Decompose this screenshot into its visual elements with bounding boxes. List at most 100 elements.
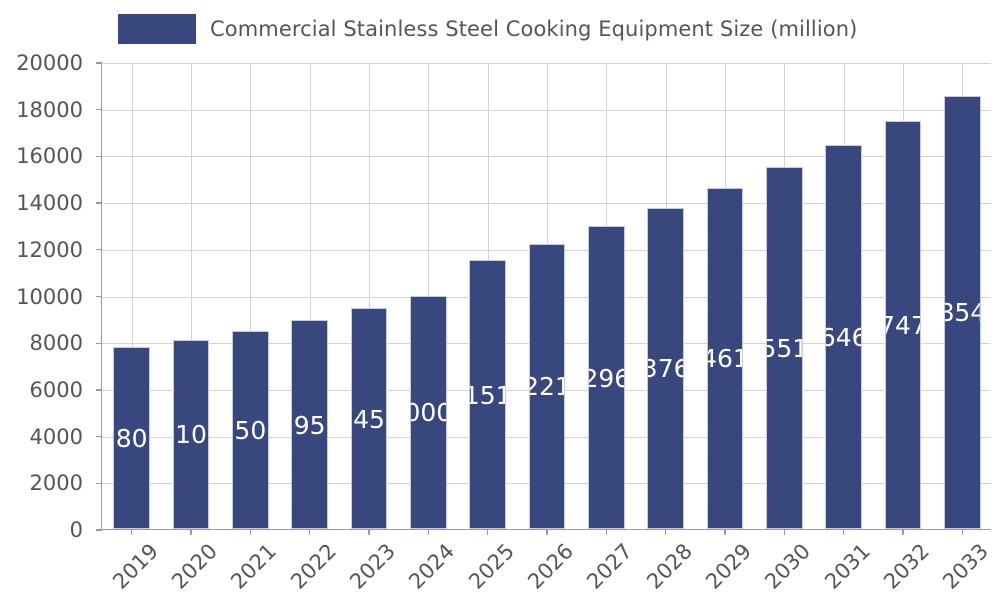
plot-area: 0 2000 4000 6000 8000 10000 12000 14000 16000 180… <box>16 51 993 594</box>
x-tick-mark <box>902 529 904 535</box>
x-tick-label: 2030 <box>760 539 816 594</box>
bar-slot: 8100 <box>172 63 210 529</box>
x-tick-label: 2026 <box>523 539 578 594</box>
x-tick-label: 2024 <box>404 539 460 594</box>
y-tick-label: 18000 <box>16 97 83 122</box>
y-tick-mark <box>96 62 102 64</box>
bar-slot: 14610 <box>706 63 744 529</box>
x-tick-mark <box>783 529 786 535</box>
y-tick-label: 10000 <box>16 284 83 309</box>
bar-slot: 11510 <box>469 63 507 529</box>
y-tick-mark <box>96 435 102 438</box>
y-tick-mark <box>96 529 102 531</box>
bar[interactable]: 8100 <box>172 339 210 529</box>
bar[interactable]: 14610 <box>706 187 744 529</box>
gridline-vertical <box>131 63 133 529</box>
bar[interactable]: 12215 <box>528 243 566 529</box>
x-tick-label: 2023 <box>345 539 400 594</box>
bar[interactable]: 8500 <box>231 330 269 529</box>
bar-value-label: 17470 <box>886 311 921 341</box>
bar[interactable]: 13765 <box>647 207 685 529</box>
bar-slot: 12215 <box>528 63 566 529</box>
x-tick-label: 2027 <box>582 539 638 594</box>
bar-value-label: 7800 <box>114 423 149 453</box>
gridline-horizontal <box>102 63 991 64</box>
bar-slot: 8500 <box>231 63 269 529</box>
bar-value-label: 8500 <box>233 415 268 445</box>
bar-value-label: 10000 <box>411 398 446 428</box>
bar[interactable]: 18545 <box>943 95 981 529</box>
x-tick-label: 2031 <box>819 539 875 594</box>
y-tick-label: 2000 <box>29 471 83 496</box>
bar-slot: 13765 <box>647 63 685 529</box>
legend-color-swatch <box>118 14 196 44</box>
y-tick-label: 6000 <box>29 377 83 402</box>
chart-legend: Commercial Stainless Steel Cooking Equip… <box>118 12 857 46</box>
y-tick-mark <box>96 155 102 158</box>
y-tick-label: 8000 <box>29 331 83 356</box>
x-tick-mark <box>190 529 192 535</box>
x-tick-mark <box>130 529 133 535</box>
y-tick-mark <box>96 202 102 204</box>
x-tick-mark <box>724 529 726 535</box>
bar-value-label: 14610 <box>708 344 743 374</box>
bar-slot: 7800 <box>113 63 151 529</box>
x-tick-label: 2032 <box>879 539 934 594</box>
bar[interactable]: 9450 <box>350 308 388 529</box>
bar[interactable]: 8950 <box>291 320 329 529</box>
bar-slot: 9450 <box>350 63 388 529</box>
bar-slot: 15510 <box>765 63 803 529</box>
bar-value-label: 11510 <box>470 380 505 410</box>
bar[interactable]: 15510 <box>765 166 803 529</box>
bar[interactable]: 17470 <box>884 121 922 529</box>
x-tick-mark <box>605 529 608 535</box>
x-tick-label: 2021 <box>226 539 282 594</box>
y-tick-label: 0 <box>69 518 83 542</box>
bar-slot: 12960 <box>587 63 625 529</box>
x-tick-mark <box>961 529 964 535</box>
bar-value-label: 12960 <box>589 363 624 393</box>
bar-value-label: 8950 <box>292 410 327 440</box>
gridline-vertical <box>191 63 192 529</box>
x-tick-label: 2019 <box>107 539 163 594</box>
legend-label: Commercial Stainless Steel Cooking Equip… <box>210 17 858 41</box>
bar[interactable]: 11510 <box>469 260 507 529</box>
x-tick-label: 2033 <box>938 539 994 594</box>
gridline-vertical <box>250 63 252 529</box>
y-tick-label: 4000 <box>29 424 83 449</box>
x-tick-label: 2025 <box>463 539 519 594</box>
y-tick-mark <box>96 295 102 298</box>
y-tick-mark <box>96 249 102 251</box>
x-tick-label: 2022 <box>285 539 341 594</box>
y-tick-label: 16000 <box>16 144 83 169</box>
bar-slot: 8950 <box>291 63 329 529</box>
y-tick-mark <box>96 389 102 391</box>
bar-slot: 16465 <box>825 63 863 529</box>
bar[interactable]: 7800 <box>113 346 151 529</box>
x-tick-label: 2020 <box>167 539 222 594</box>
y-tick-mark <box>96 109 102 111</box>
bar-value-label: 8100 <box>174 420 209 450</box>
x-tick-label: 2029 <box>701 539 756 594</box>
bar-slot: 10000 <box>409 63 447 529</box>
bar[interactable]: 16465 <box>825 144 863 529</box>
x-tick-mark <box>308 529 311 535</box>
bar-slot: 17470 <box>884 63 922 529</box>
bar[interactable]: 12960 <box>587 226 625 529</box>
bar[interactable]: 10000 <box>409 295 447 529</box>
y-tick-label: 12000 <box>16 237 83 262</box>
gridline-vertical <box>309 63 311 529</box>
bar-value-label: 12215 <box>530 372 565 402</box>
x-tick-mark <box>842 529 845 535</box>
gridline-horizontal <box>102 203 991 205</box>
bar-value-label: 18545 <box>945 298 980 328</box>
y-tick-mark <box>96 342 102 344</box>
bar-slot: 18545 <box>943 63 981 529</box>
gridline-horizontal <box>102 156 991 158</box>
y-tick-label: 14000 <box>16 191 83 216</box>
bar-value-label: 13765 <box>648 354 683 384</box>
bar-value-label: 15510 <box>767 333 802 363</box>
gridline-horizontal <box>102 109 991 111</box>
y-tick-mark <box>96 482 102 484</box>
